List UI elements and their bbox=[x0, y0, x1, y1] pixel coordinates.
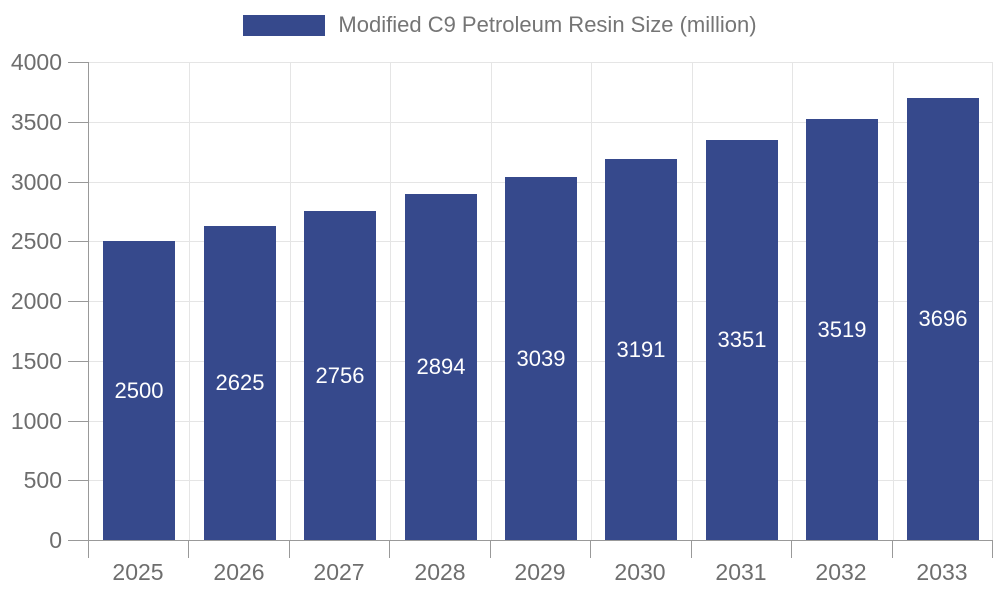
legend-swatch bbox=[243, 14, 326, 36]
plot-area: 2500 2625 2756 2894 3039 3191 3351 3519 3696 bbox=[88, 62, 993, 541]
bar-value-label: 2756 bbox=[315, 362, 365, 388]
x-axis-tick bbox=[490, 540, 491, 558]
y-axis-tick bbox=[68, 421, 88, 422]
bar[interactable]: 3351 bbox=[706, 140, 778, 540]
x-axis-label: 2033 bbox=[916, 559, 968, 585]
y-axis-label: 1000 bbox=[10, 408, 62, 434]
x-axis-tick bbox=[791, 540, 792, 558]
bar[interactable]: 3191 bbox=[605, 159, 677, 540]
legend[interactable]: Modified C9 Petroleum Resin Size (millio… bbox=[0, 12, 1000, 38]
x-axis-tick bbox=[992, 540, 993, 558]
gridline-v bbox=[893, 62, 894, 540]
gridline-v bbox=[591, 62, 592, 540]
x-axis-label: 2027 bbox=[313, 559, 365, 585]
bar-value-label: 3351 bbox=[717, 327, 767, 352]
bar[interactable]: 2500 bbox=[103, 241, 175, 540]
x-axis-tick bbox=[590, 540, 591, 558]
bar-value-label: 3191 bbox=[616, 336, 666, 362]
x-axis-tick bbox=[88, 540, 89, 558]
bar[interactable]: 2756 bbox=[304, 211, 376, 540]
gridline-h bbox=[89, 122, 993, 123]
bar[interactable]: 3519 bbox=[806, 119, 878, 540]
bar-value-label: 3039 bbox=[516, 345, 566, 371]
gridline-v bbox=[390, 62, 391, 540]
bar-value-label: 2894 bbox=[416, 354, 466, 379]
y-axis-label: 3500 bbox=[10, 109, 62, 135]
x-axis-tick bbox=[691, 540, 692, 558]
y-axis-label: 2500 bbox=[10, 228, 62, 254]
x-axis-tick bbox=[289, 540, 290, 558]
x-axis-label: 2029 bbox=[514, 559, 566, 585]
gridline-v bbox=[290, 62, 291, 540]
y-axis-tick bbox=[68, 301, 88, 302]
x-axis-label: 2028 bbox=[414, 559, 466, 585]
gridline-v bbox=[189, 62, 190, 540]
x-axis-label: 2030 bbox=[614, 559, 666, 585]
bar[interactable]: 2894 bbox=[405, 194, 477, 540]
gridline-v bbox=[692, 62, 693, 540]
x-axis-label: 2032 bbox=[815, 559, 867, 585]
x-axis-tick bbox=[389, 540, 390, 558]
y-axis-label: 1500 bbox=[10, 348, 62, 374]
bar-value-label: 2625 bbox=[215, 370, 265, 395]
y-axis-tick bbox=[68, 241, 88, 242]
y-axis-tick bbox=[68, 480, 88, 481]
bar-value-label: 3696 bbox=[918, 306, 968, 331]
legend-label: Modified C9 Petroleum Resin Size (millio… bbox=[338, 12, 757, 37]
bar-value-label: 3519 bbox=[817, 316, 867, 342]
x-axis-tick bbox=[188, 540, 189, 558]
y-axis-label: 2000 bbox=[10, 288, 62, 314]
y-axis-tick bbox=[68, 122, 88, 123]
gridline-v bbox=[792, 62, 793, 540]
y-axis-label: 500 bbox=[23, 467, 62, 493]
y-axis-tick bbox=[68, 62, 88, 63]
bar[interactable]: 3039 bbox=[505, 177, 577, 540]
bar[interactable]: 3696 bbox=[907, 98, 979, 540]
gridline-v bbox=[992, 62, 993, 540]
y-axis-label: 4000 bbox=[10, 49, 62, 75]
y-axis-tick bbox=[68, 540, 88, 541]
gridline-h bbox=[89, 62, 993, 63]
bar-value-label: 2500 bbox=[114, 377, 164, 403]
y-axis-label: 3000 bbox=[10, 169, 62, 195]
bar[interactable]: 2625 bbox=[204, 226, 276, 540]
x-axis-label: 2025 bbox=[112, 559, 164, 585]
x-axis-label: 2026 bbox=[213, 559, 265, 585]
gridline-v bbox=[491, 62, 492, 540]
y-axis-tick bbox=[68, 182, 88, 183]
x-axis-label: 2031 bbox=[715, 559, 767, 585]
x-axis-tick bbox=[892, 540, 893, 558]
y-axis-label: 0 bbox=[49, 527, 62, 553]
y-axis-tick bbox=[68, 361, 88, 362]
